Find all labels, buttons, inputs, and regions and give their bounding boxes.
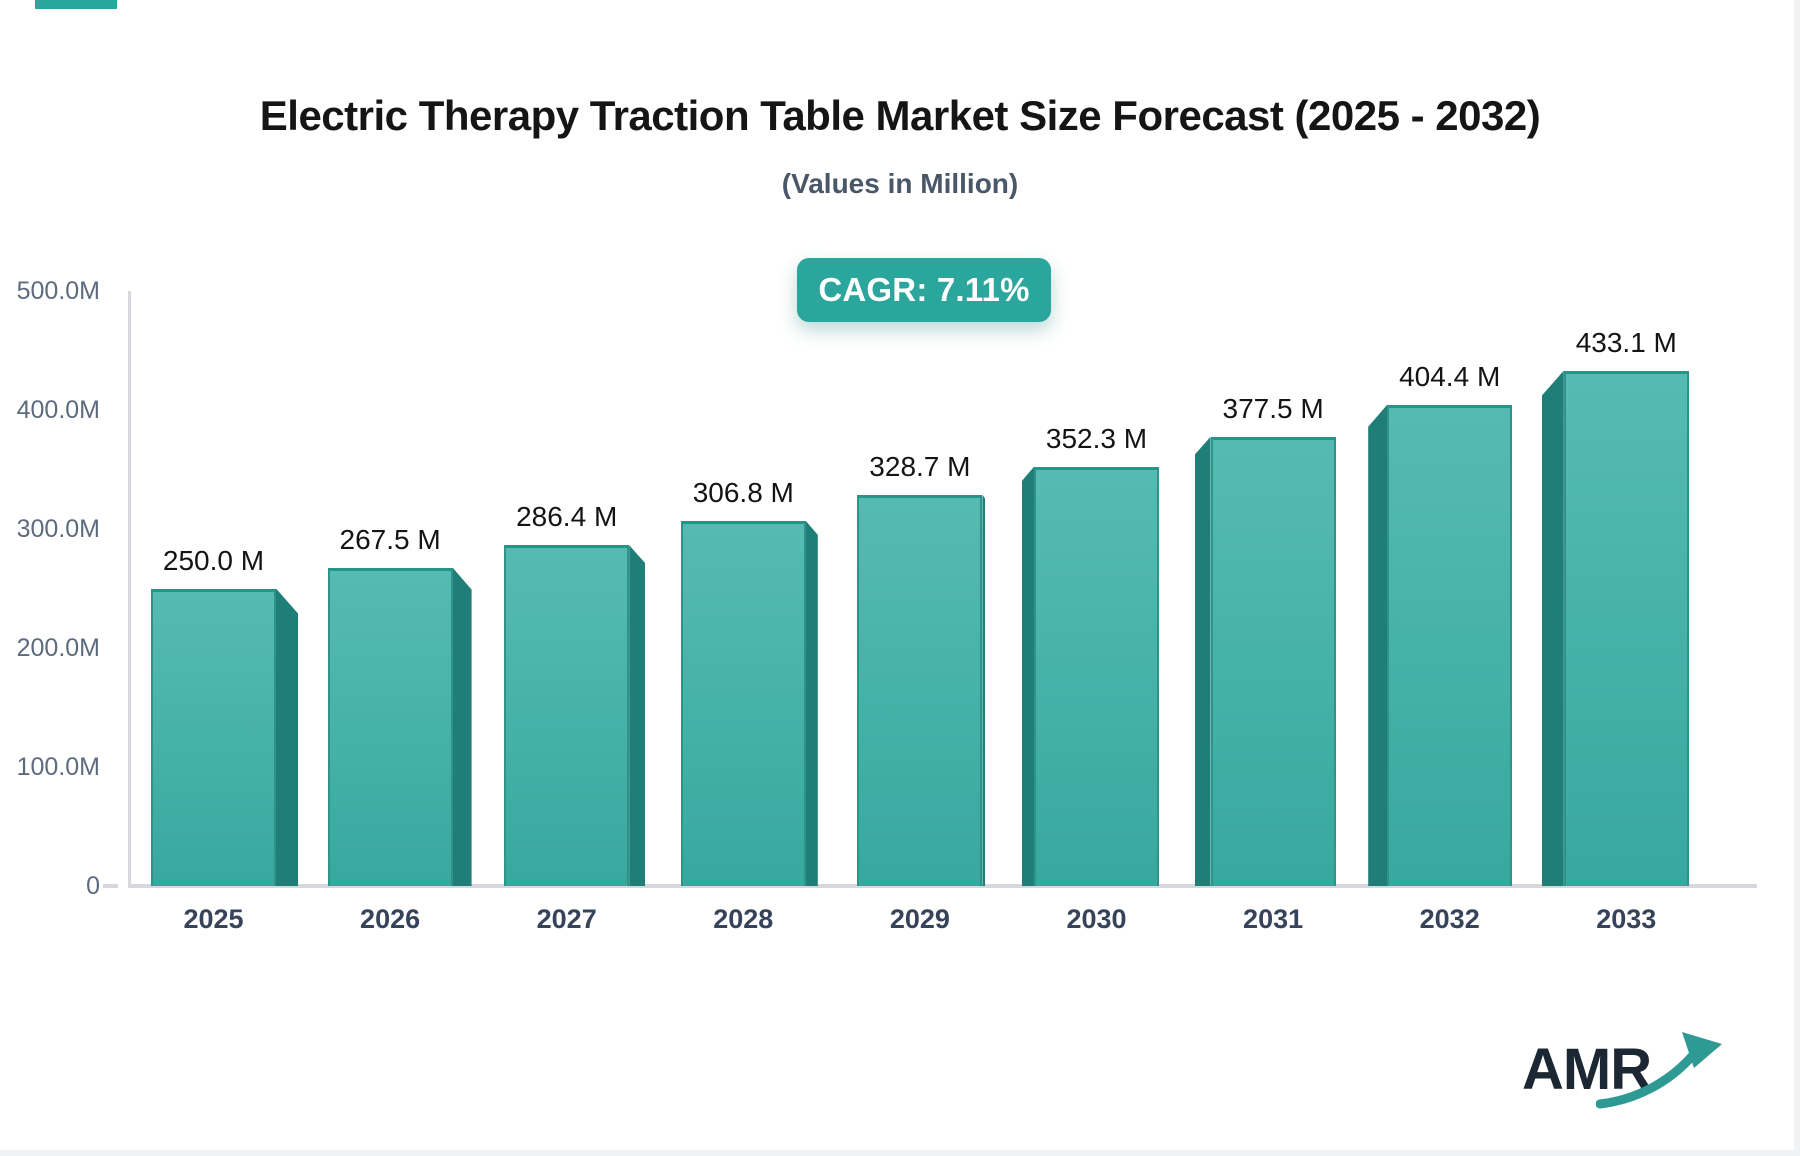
cagr-badge-label: CAGR: 7.11%: [818, 271, 1030, 308]
bar-face-2031: [1210, 436, 1336, 886]
x-tick-label-2026: 2026: [360, 904, 421, 934]
y-tick-label-500: 500.0M: [16, 277, 100, 305]
bar-face-2033: [1563, 370, 1689, 886]
bar-face-2029: [857, 494, 983, 886]
bar-face-2027: [504, 545, 630, 886]
x-tick-label-2033: 2033: [1596, 904, 1657, 934]
top-left-accent-bar: [35, 0, 117, 9]
bar-face-2025: [151, 588, 276, 886]
chart-subtitle: (Values in Million): [781, 168, 1019, 199]
bar-face-2030: [1034, 466, 1159, 886]
y-axis-line: [128, 291, 131, 888]
bar-value-label-2030: 352.3 M: [1045, 422, 1148, 454]
bar-side-2032: [1368, 404, 1388, 886]
bar-side-2030: [1022, 466, 1034, 886]
bar-face-2028: [680, 520, 806, 886]
bar-value-label-2031: 377.5 M: [1222, 392, 1324, 424]
bar-value-label-2029: 328.7 M: [869, 450, 971, 482]
bar-face-2026: [327, 567, 453, 886]
x-tick-label-2027: 2027: [536, 904, 597, 934]
y-tick-label-0: 0: [86, 872, 100, 900]
bar-value-label-2026: 267.5 M: [339, 523, 441, 555]
x-tick-label-2030: 2030: [1066, 904, 1127, 934]
bar-side-2029: [982, 494, 986, 886]
chart-title: Electric Therapy Traction Table Market S…: [259, 92, 1541, 139]
bar-value-label-2028: 306.8 M: [692, 476, 794, 508]
bar-side-2025: [276, 588, 298, 886]
bar-side-2027: [629, 545, 646, 886]
page-edge-right: [1794, 0, 1800, 1156]
x-tick-label-2032: 2032: [1419, 904, 1480, 934]
amr-logo-arrow-icon: [1596, 1032, 1722, 1109]
y-tick-label-200: 200.0M: [16, 634, 100, 662]
page-edge-bottom: [0, 1150, 1800, 1156]
amr-logo-text: AMR: [1522, 1037, 1652, 1102]
x-axis-line: [128, 884, 1757, 888]
y-tick-label-300: 300.0M: [16, 515, 100, 543]
bar-face-2032: [1387, 404, 1513, 886]
bar-value-label-2032: 404.4 M: [1399, 360, 1501, 392]
bar-value-label-2025: 250.0 M: [162, 544, 265, 576]
y-tick-label-400: 400.0M: [16, 396, 100, 424]
x-tick-label-2031: 2031: [1243, 904, 1304, 934]
x-tick-label-2025: 2025: [183, 904, 244, 934]
y-tick-label-100: 100.0M: [16, 753, 100, 781]
bar-value-label-2033: 433.1 M: [1575, 326, 1677, 358]
zero-tick-mark: [103, 884, 118, 888]
bar-side-2031: [1194, 436, 1211, 886]
bar-side-2028: [805, 520, 818, 886]
cagr-badge: CAGR: 7.11%: [797, 258, 1051, 322]
bar-value-label-2027: 286.4 M: [516, 501, 618, 533]
bar-side-2026: [452, 567, 472, 886]
x-tick-label-2029: 2029: [889, 904, 950, 934]
bar-side-2033: [1541, 370, 1564, 886]
x-tick-label-2028: 2028: [713, 904, 774, 934]
